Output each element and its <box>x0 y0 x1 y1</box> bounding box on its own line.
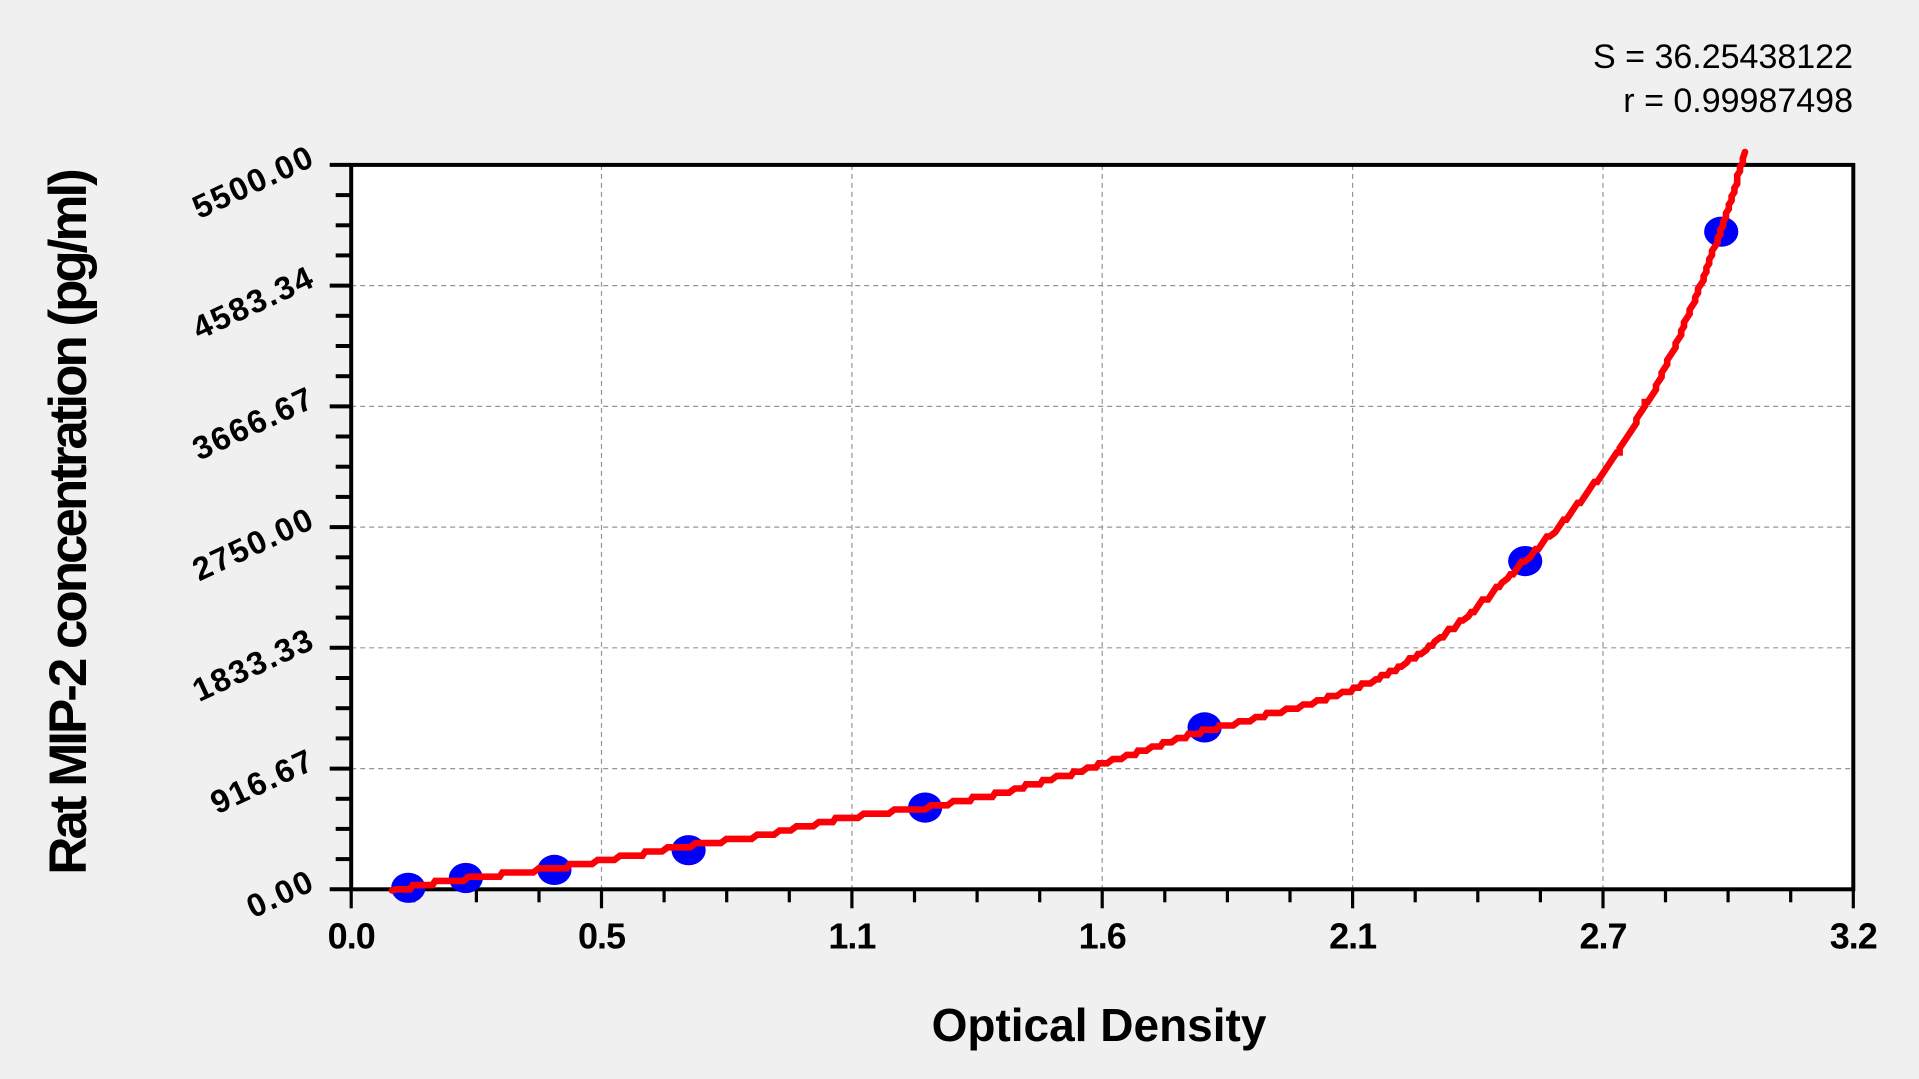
svg-text:1.6: 1.6 <box>1079 916 1126 957</box>
svg-text:3.2: 3.2 <box>1830 916 1877 957</box>
svg-text:2.1: 2.1 <box>1329 916 1377 957</box>
svg-text:2.7: 2.7 <box>1579 916 1626 957</box>
svg-text:1.1: 1.1 <box>828 916 876 957</box>
svg-text:r = 0.99987498: r = 0.99987498 <box>1623 82 1853 120</box>
svg-text:Optical Density: Optical Density <box>932 999 1267 1051</box>
svg-text:0.0: 0.0 <box>328 916 375 957</box>
svg-text:Rat MIP-2 concentration (pg/ml: Rat MIP-2 concentration (pg/ml) <box>39 170 98 875</box>
svg-text:S = 36.25438122: S = 36.25438122 <box>1593 38 1853 76</box>
svg-text:0.5: 0.5 <box>578 916 626 957</box>
